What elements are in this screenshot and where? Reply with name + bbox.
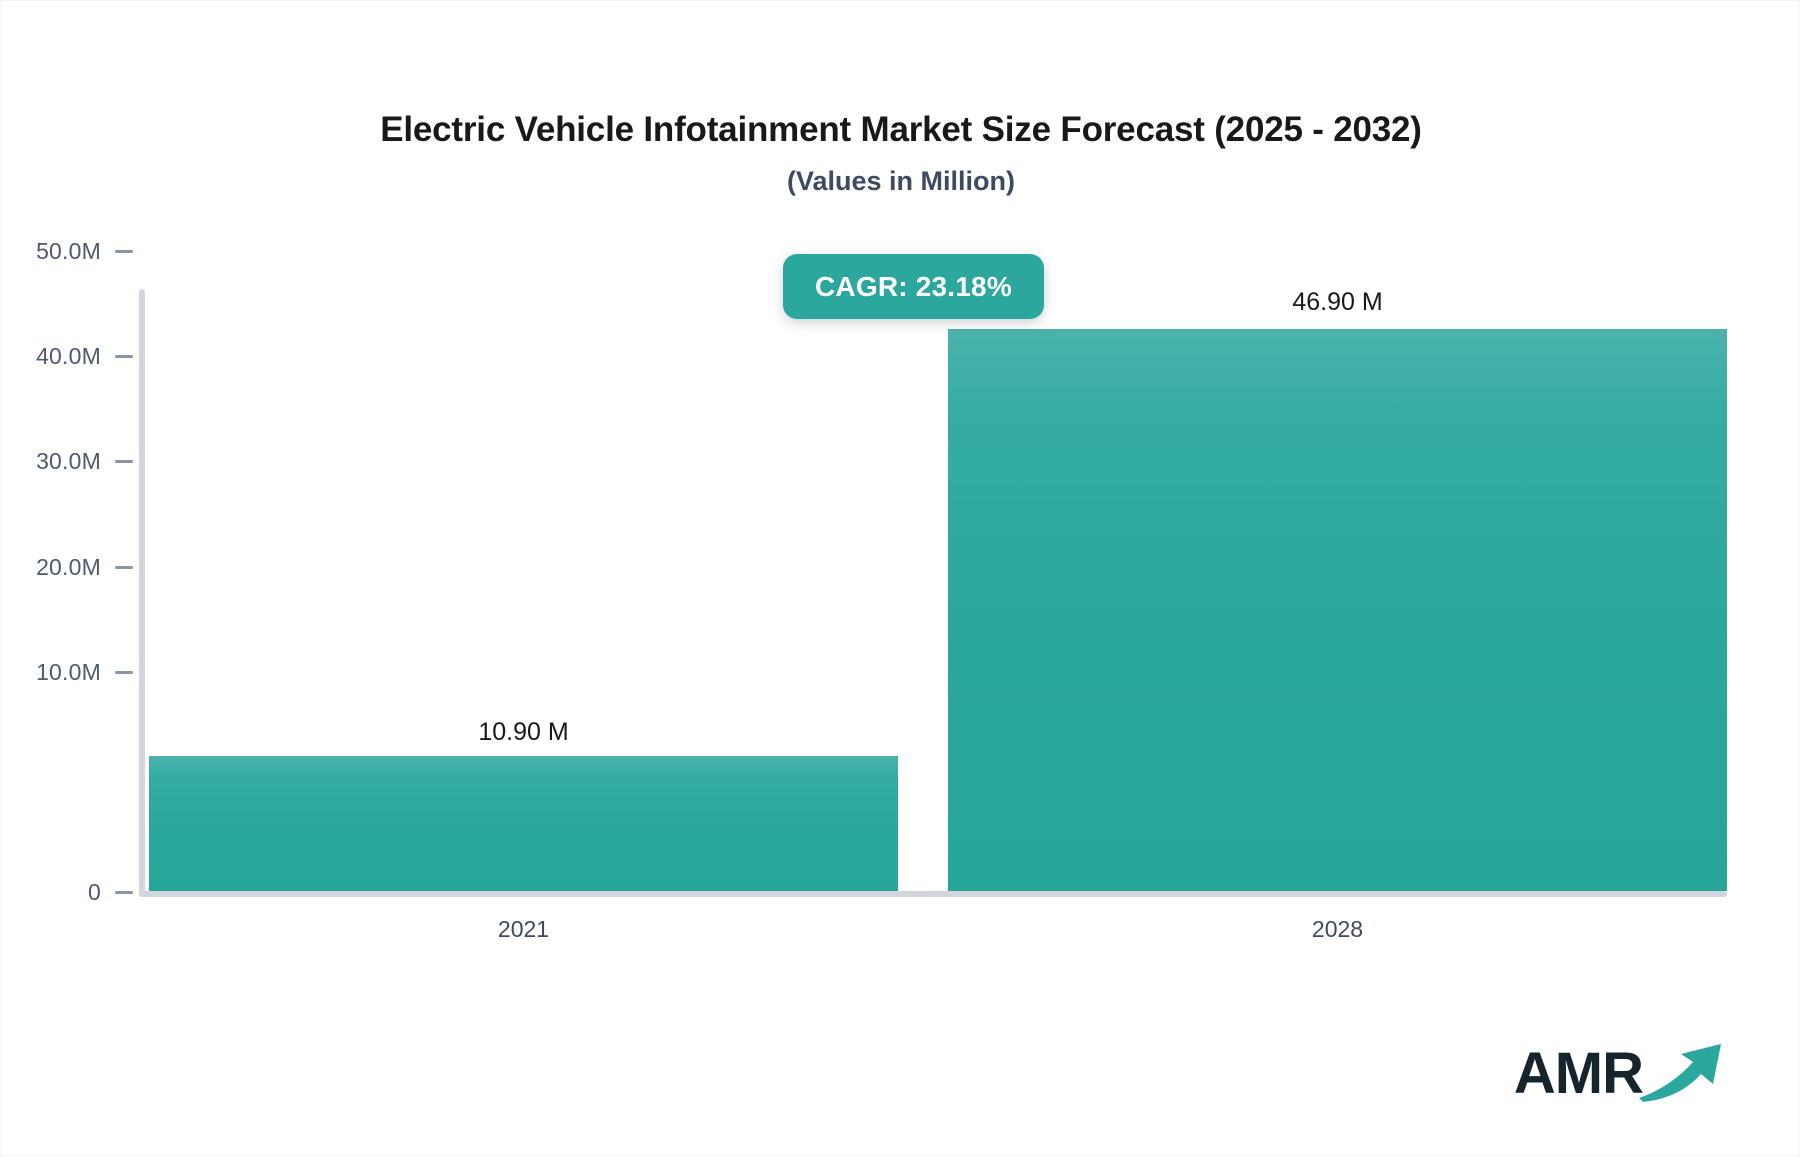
- y-axis-tick-label: 0: [88, 878, 101, 905]
- page-title: Electric Vehicle Infotainment Market Siz…: [380, 110, 1422, 149]
- tick-mark-icon: [115, 249, 133, 253]
- tick-mark-icon: [115, 565, 133, 569]
- tick-mark-icon: [115, 670, 133, 674]
- growth-arrow-icon: [1637, 1040, 1727, 1107]
- amr-logo: AMR: [1514, 1031, 1727, 1103]
- chart-header: Electric Vehicle Infotainment Market Siz…: [1, 109, 1800, 197]
- y-axis-tick-0: 0: [1, 877, 133, 907]
- bar-value-label-2028: 46.90 M: [1292, 288, 1383, 316]
- chart-subtitle: (Values in Million): [786, 166, 1016, 196]
- cagr-badge-label: CAGR: 23.18%: [815, 270, 1012, 302]
- x-axis-label-2021: 2021: [497, 916, 550, 942]
- y-axis-tick-label: 40.0M: [36, 342, 101, 369]
- y-axis-tick-label: 20.0M: [36, 553, 101, 580]
- x-axis-line: [139, 891, 1727, 897]
- cagr-badge: CAGR: 23.18%: [783, 254, 1044, 319]
- y-axis-tick-label: 50.0M: [36, 237, 101, 264]
- y-axis-tick-20: 20.0M: [1, 552, 133, 582]
- tick-mark-icon: [115, 354, 133, 358]
- y-axis-tick-30: 30.0M: [1, 446, 133, 476]
- y-axis-tick-label: 10.0M: [36, 658, 101, 685]
- tick-mark-icon: [115, 459, 133, 463]
- bar-2021[interactable]: [149, 756, 898, 891]
- y-axis-line: [139, 289, 145, 897]
- bar-2028[interactable]: [948, 329, 1727, 891]
- y-axis-tick-label: 30.0M: [36, 447, 101, 474]
- tick-mark-icon: [115, 890, 133, 894]
- bar-value-label-2021: 10.90 M: [478, 718, 569, 746]
- amr-logo-text: AMR: [1513, 1041, 1644, 1106]
- y-axis-tick-40: 40.0M: [1, 341, 133, 371]
- y-axis-tick-10: 10.0M: [1, 657, 133, 687]
- y-axis-tick-50: 50.0M: [1, 236, 133, 266]
- x-axis-label-2028: 2028: [1311, 916, 1364, 942]
